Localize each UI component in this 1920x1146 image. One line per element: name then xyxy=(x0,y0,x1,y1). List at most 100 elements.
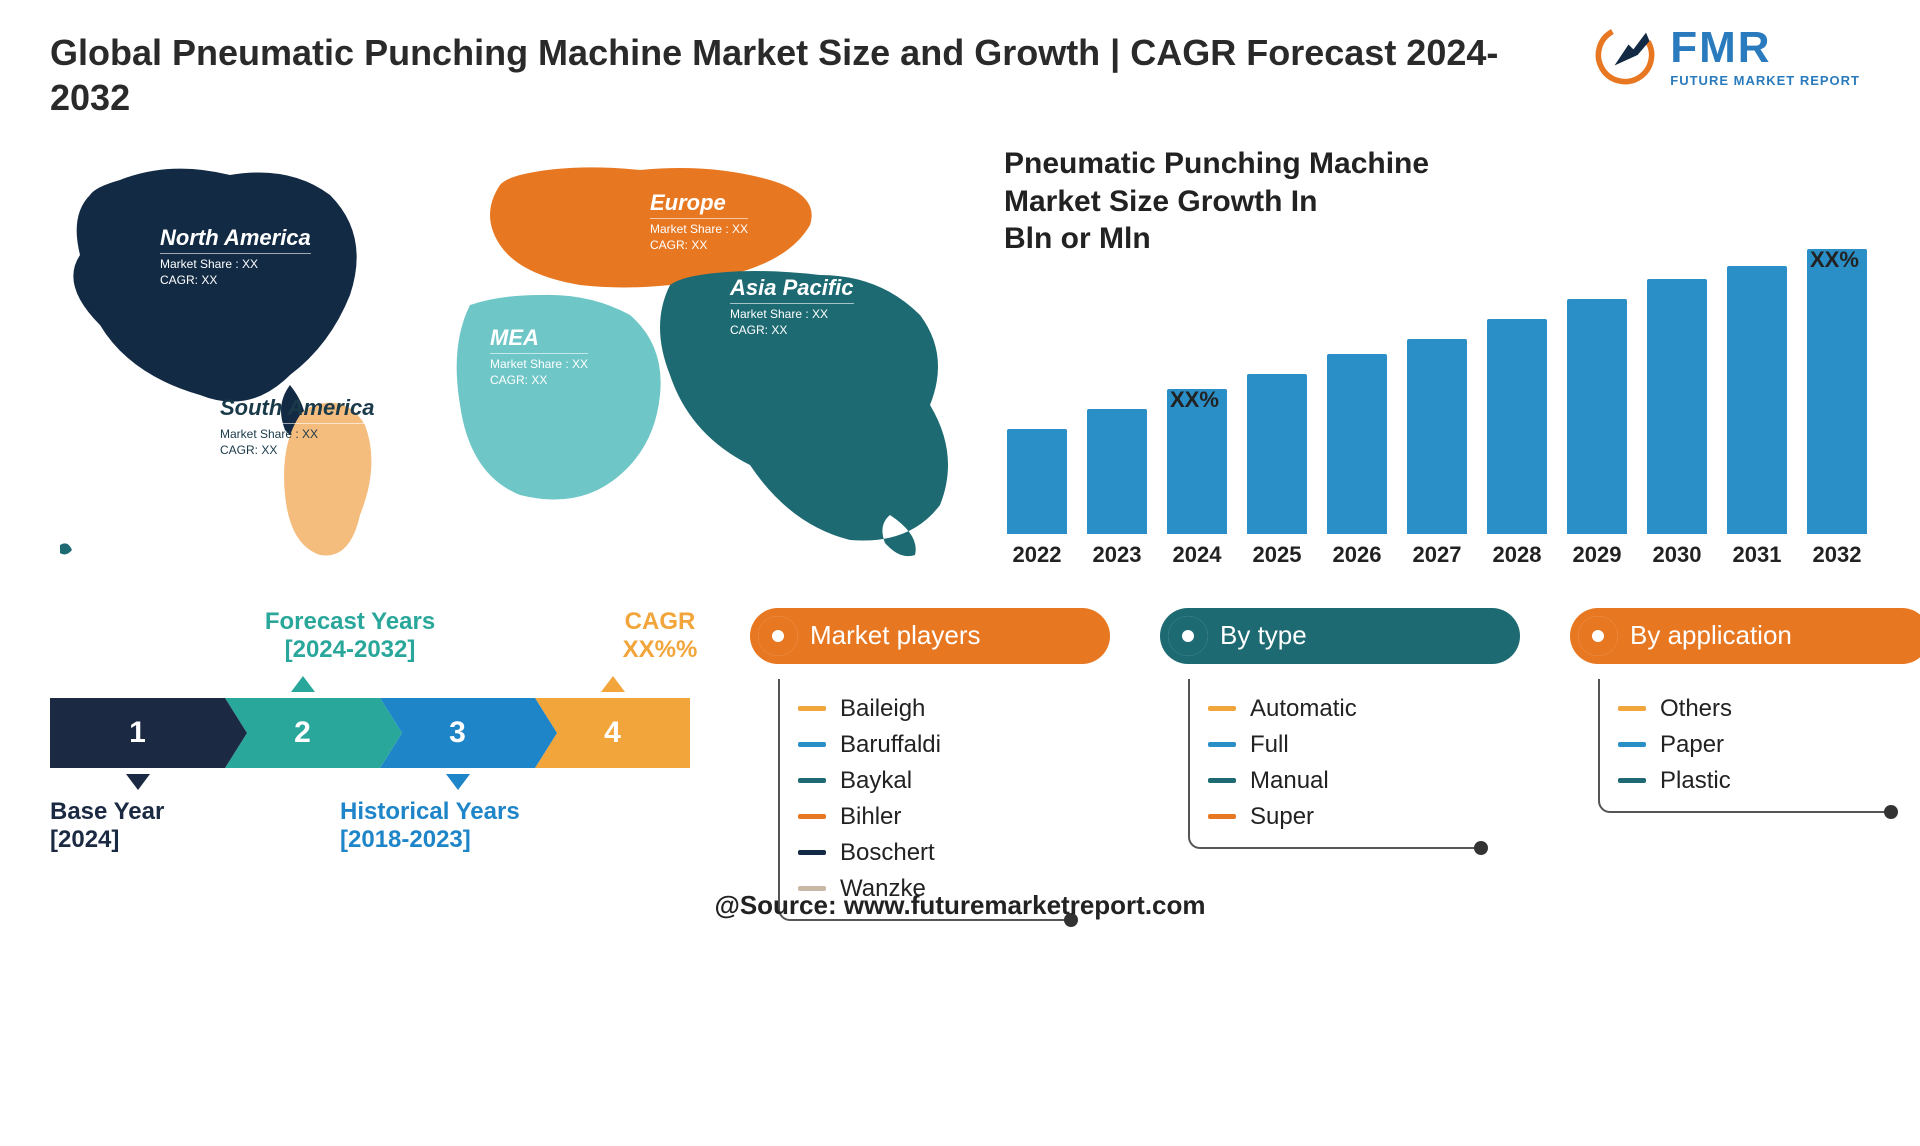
bar-annotation: XX% xyxy=(1170,387,1219,413)
bar-label: 2032 xyxy=(1813,542,1862,568)
timeline-segment-4: 4 xyxy=(535,698,690,768)
logo-icon xyxy=(1590,20,1660,90)
list-item: Full xyxy=(1208,727,1470,763)
timeline-segment-3: 3 xyxy=(380,698,535,768)
bar-rect xyxy=(1327,354,1387,534)
list-item: Baruffaldi xyxy=(798,727,1060,763)
timeline-bottom-label: Base Year[2024] xyxy=(50,798,310,854)
item-label: Full xyxy=(1250,731,1289,759)
bar-annotation: XX% xyxy=(1810,247,1859,273)
page-title: Global Pneumatic Punching Machine Market… xyxy=(50,30,1550,120)
source-attribution: @Source: www.futuremarketreport.com xyxy=(0,890,1920,921)
bar-2031: 2031 xyxy=(1724,266,1790,568)
bar-rect xyxy=(1487,319,1547,534)
item-label: Manual xyxy=(1250,767,1329,795)
list-item: Boschert xyxy=(798,835,1060,871)
category-market-players: Market players Baileigh Baruffaldi Baykal Bi… xyxy=(750,608,1110,921)
bullet-icon xyxy=(1618,706,1646,711)
bullet-icon xyxy=(798,814,826,819)
bar-2032: XX% 2032 xyxy=(1804,249,1870,568)
bar-label: 2022 xyxy=(1013,542,1062,568)
category-by-type: By type Automatic Full Manual Super xyxy=(1160,608,1520,921)
category-header: By type xyxy=(1160,608,1520,664)
brand-logo: FMR FUTURE MARKET REPORT xyxy=(1590,20,1860,90)
category-header: Market players xyxy=(750,608,1110,664)
world-map: North AmericaMarket Share : XXCAGR: XX So… xyxy=(50,145,954,565)
region-label-mea: MEAMarket Share : XXCAGR: XX xyxy=(490,325,588,388)
list-item: Plastic xyxy=(1618,763,1880,799)
bar-2025: 2025 xyxy=(1244,374,1310,568)
list-item: Others xyxy=(1618,691,1880,727)
bar-label: 2028 xyxy=(1493,542,1542,568)
pointer-icon xyxy=(601,676,625,692)
list-item: Baykal xyxy=(798,763,1060,799)
bar-chart: Pneumatic Punching MachineMarket Size Gr… xyxy=(984,145,1870,568)
list-item: Bihler xyxy=(798,799,1060,835)
category-body: BaileighBaruffaldiBaykalBihlerBoschertWa… xyxy=(778,679,1070,921)
pointer-icon xyxy=(126,774,150,790)
bar-2030: 2030 xyxy=(1644,279,1710,568)
list-item: Paper xyxy=(1618,727,1880,763)
timeline-segment-1: 1 xyxy=(50,698,225,768)
timeline: Forecast Years[2024-2032]CAGRXX%% 1234 B… xyxy=(50,608,690,878)
region-label-eu: EuropeMarket Share : XXCAGR: XX xyxy=(650,190,748,253)
category-title: By type xyxy=(1220,620,1307,651)
bar-label: 2023 xyxy=(1093,542,1142,568)
timeline-top-label: Forecast Years[2024-2032] xyxy=(240,608,460,664)
bar-rect xyxy=(1087,409,1147,534)
item-label: Automatic xyxy=(1250,695,1357,723)
bullet-icon xyxy=(1618,742,1646,747)
item-label: Plastic xyxy=(1660,767,1731,795)
category-by-application: By application Others Paper Plastic xyxy=(1570,608,1920,921)
bullet-icon xyxy=(1208,814,1236,819)
bullet-icon xyxy=(1208,706,1236,711)
item-label: Bihler xyxy=(840,803,901,831)
bullet-icon xyxy=(1208,778,1236,783)
timeline-segment-2: 2 xyxy=(225,698,380,768)
category-body: Automatic Full Manual Super xyxy=(1188,679,1480,849)
chart-title: Pneumatic Punching MachineMarket Size Gr… xyxy=(1004,145,1870,258)
bullet-icon xyxy=(798,850,826,855)
timeline-bottom-label: Historical Years[2018-2023] xyxy=(340,798,600,854)
category-header: By application xyxy=(1570,608,1920,664)
bar-label: 2025 xyxy=(1253,542,1302,568)
bar-label: 2029 xyxy=(1573,542,1622,568)
category-title: By application xyxy=(1630,620,1792,651)
region-label-sa: South AmericaMarket Share : XXCAGR: XX xyxy=(220,395,374,458)
bar-rect xyxy=(1807,249,1867,534)
list-item: Super xyxy=(1208,799,1470,835)
bar-2026: 2026 xyxy=(1324,354,1390,568)
bar-rect xyxy=(1407,339,1467,534)
bar-2022: 2022 xyxy=(1004,429,1070,568)
item-label: Baruffaldi xyxy=(840,731,941,759)
bullet-icon xyxy=(1208,742,1236,747)
region-label-na: North AmericaMarket Share : XXCAGR: XX xyxy=(160,225,311,288)
bar-label: 2030 xyxy=(1653,542,1702,568)
bar-rect xyxy=(1007,429,1067,534)
item-label: Baykal xyxy=(840,767,912,795)
category-title: Market players xyxy=(810,620,981,651)
bar-2024: XX% 2024 xyxy=(1164,389,1230,568)
region-label-ap: Asia PacificMarket Share : XXCAGR: XX xyxy=(730,275,854,338)
list-item: Baileigh xyxy=(798,691,1060,727)
bar-label: 2027 xyxy=(1413,542,1462,568)
bar-2023: 2023 xyxy=(1084,409,1150,568)
list-item: Manual xyxy=(1208,763,1470,799)
category-body: Others Paper Plastic xyxy=(1598,679,1890,813)
pointer-icon xyxy=(446,774,470,790)
bar-label: 2031 xyxy=(1733,542,1782,568)
bar-rect xyxy=(1727,266,1787,534)
bar-rect xyxy=(1247,374,1307,534)
bar-label: 2026 xyxy=(1333,542,1382,568)
item-label: Others xyxy=(1660,695,1732,723)
logo-text: FMR xyxy=(1670,23,1860,73)
logo-subtext: FUTURE MARKET REPORT xyxy=(1670,73,1860,88)
pointer-icon xyxy=(291,676,315,692)
bar-label: 2024 xyxy=(1173,542,1222,568)
bar-rect xyxy=(1647,279,1707,534)
bar-2027: 2027 xyxy=(1404,339,1470,568)
bullet-icon xyxy=(798,706,826,711)
bar-2028: 2028 xyxy=(1484,319,1550,568)
timeline-top-label: CAGRXX%% xyxy=(550,608,770,664)
item-label: Super xyxy=(1250,803,1314,831)
